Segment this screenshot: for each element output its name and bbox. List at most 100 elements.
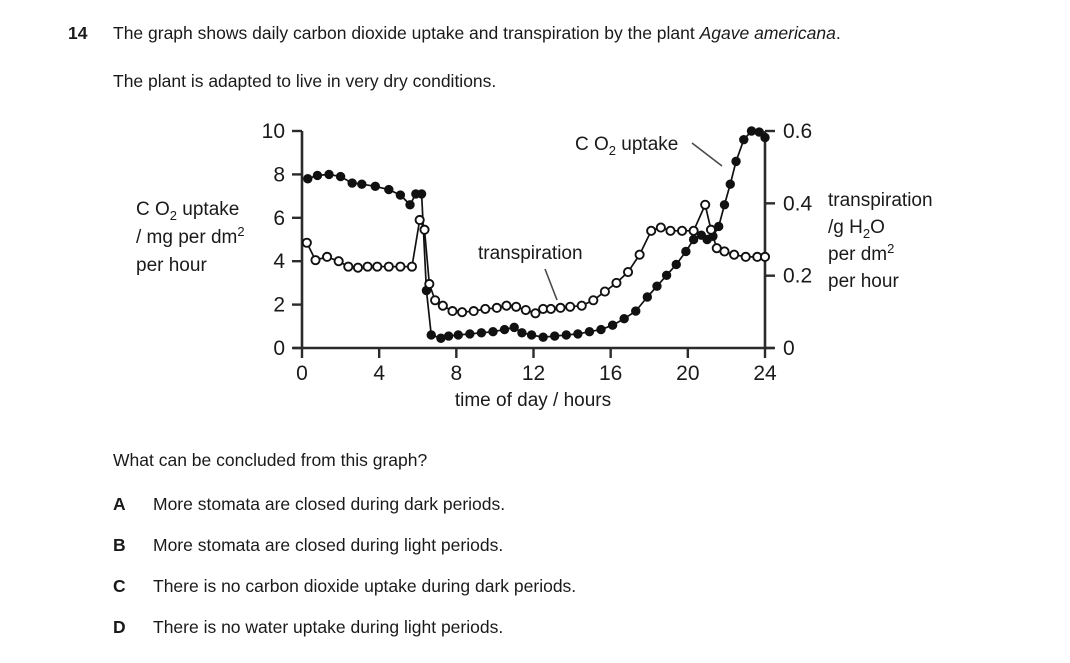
- right-tick-label: 0.2: [783, 265, 812, 288]
- option-text: There is no carbon dioxide uptake during…: [153, 576, 577, 596]
- data-point-open: [545, 303, 556, 314]
- data-point-open: [677, 225, 688, 236]
- co2-uptake-leader-line: [691, 142, 723, 167]
- left-tick-label: 4: [273, 250, 285, 273]
- question-number: 14: [68, 23, 88, 43]
- data-point-filled: [731, 156, 741, 167]
- data-point-open: [468, 306, 479, 317]
- data-point-open: [599, 286, 610, 297]
- left-axis-label-line1: C O2 uptake: [136, 199, 239, 223]
- data-point-open: [406, 261, 418, 272]
- option-text: More stomata are closed during dark peri…: [153, 494, 506, 514]
- data-point-filled: [760, 132, 770, 143]
- data-point-filled: [619, 313, 629, 324]
- data-point-filled: [596, 324, 606, 335]
- data-point-filled: [303, 174, 313, 184]
- data-point-filled: [453, 330, 463, 340]
- data-point-open: [322, 251, 333, 262]
- question-stem: 14 The graph shows daily carbon dioxide …: [68, 22, 1028, 92]
- data-point-filled: [719, 200, 730, 210]
- data-point-open: [362, 261, 373, 272]
- x-tick-label: 0: [296, 362, 308, 385]
- answer-option-a[interactable]: A More stomata are closed during dark per…: [113, 494, 913, 535]
- option-text: More stomata are closed during light per…: [153, 535, 504, 555]
- right-axis-label-line3: per dm2: [828, 241, 894, 265]
- x-tick-label: 20: [676, 362, 699, 385]
- data-point-filled: [416, 189, 427, 199]
- data-point-filled: [324, 169, 334, 180]
- data-point-filled: [661, 270, 672, 281]
- data-point-open: [352, 262, 364, 273]
- answer-option-b[interactable]: B More stomata are closed during light pe…: [113, 535, 913, 576]
- option-letter: D: [113, 617, 126, 637]
- x-tick-label: 24: [753, 362, 777, 385]
- data-point-open: [622, 266, 634, 278]
- data-point-open: [655, 222, 666, 233]
- stem-text-before: The graph shows daily carbon dioxide upt…: [113, 23, 700, 43]
- data-point-open: [457, 307, 468, 318]
- answer-option-d[interactable]: D There is no water uptake during light p…: [113, 617, 913, 658]
- data-point-open: [437, 300, 448, 311]
- data-point-filled: [384, 184, 394, 195]
- data-point-filled: [509, 322, 519, 333]
- data-point-open: [700, 199, 711, 210]
- data-point-filled: [671, 259, 681, 270]
- annotation-leaders: [544, 142, 723, 301]
- data-point-open: [383, 261, 394, 272]
- data-point-open: [301, 237, 312, 248]
- x-tick-label: 8: [450, 362, 462, 385]
- data-point-filled: [443, 331, 454, 341]
- data-point-open: [530, 308, 541, 319]
- x-tick-label: 16: [599, 362, 622, 385]
- x-axis-caption: time of day / hours: [455, 390, 611, 411]
- data-point-open: [491, 302, 502, 313]
- data-point-filled: [573, 329, 583, 339]
- right-axis-label-line1: transpiration: [828, 190, 933, 211]
- data-point-filled: [370, 181, 381, 192]
- data-point-open: [310, 255, 321, 266]
- transpiration-annotation: transpiration: [478, 243, 583, 264]
- data-point-open: [688, 225, 699, 236]
- series-transpiration: [301, 199, 771, 319]
- data-point-open: [424, 278, 435, 290]
- x-tick-label: 4: [373, 362, 385, 385]
- data-point-filled: [426, 330, 436, 340]
- data-point-filled: [347, 178, 357, 188]
- left-axis-ticks: 0 2 4 6 8 10: [262, 120, 302, 360]
- left-tick-label: 6: [273, 207, 285, 230]
- data-point-open: [343, 261, 354, 272]
- data-point-filled: [652, 281, 662, 291]
- data-point-open: [588, 295, 599, 306]
- data-point-open: [511, 301, 522, 312]
- data-point-filled: [436, 333, 446, 343]
- data-point-filled: [681, 246, 691, 257]
- data-point-filled: [688, 234, 699, 245]
- data-point-open: [555, 302, 566, 313]
- left-axis-label-line2: / mg per dm2: [136, 224, 245, 248]
- option-letter: A: [113, 494, 126, 514]
- data-point-open: [729, 249, 740, 260]
- data-point-filled: [476, 328, 487, 338]
- question-stem-text: The graph shows daily carbon dioxide upt…: [113, 22, 1028, 46]
- data-point-filled: [584, 327, 595, 337]
- question-stem-line1: 14 The graph shows daily carbon dioxide …: [68, 22, 1028, 46]
- data-point-filled: [550, 331, 560, 341]
- data-point-open: [414, 214, 425, 226]
- data-point-filled: [335, 171, 346, 182]
- x-axis-ticks: 0 4 8 12 16 20 24: [296, 348, 777, 385]
- right-tick-label: 0.6: [783, 120, 812, 143]
- option-text: There is no water uptake during light pe…: [153, 617, 504, 637]
- data-point-open: [705, 224, 717, 235]
- data-point-filled: [561, 330, 572, 340]
- question-prompt: What can be concluded from this graph?: [113, 450, 428, 470]
- answer-option-c[interactable]: C There is no carbon dioxide uptake durin…: [113, 576, 913, 617]
- left-tick-label: 2: [273, 294, 285, 317]
- option-letter: C: [113, 576, 126, 596]
- data-point-open: [430, 295, 441, 306]
- data-point-filled: [357, 179, 367, 189]
- data-point-filled: [517, 328, 527, 338]
- stem-text-after: .: [835, 23, 841, 43]
- data-point-filled: [725, 179, 735, 189]
